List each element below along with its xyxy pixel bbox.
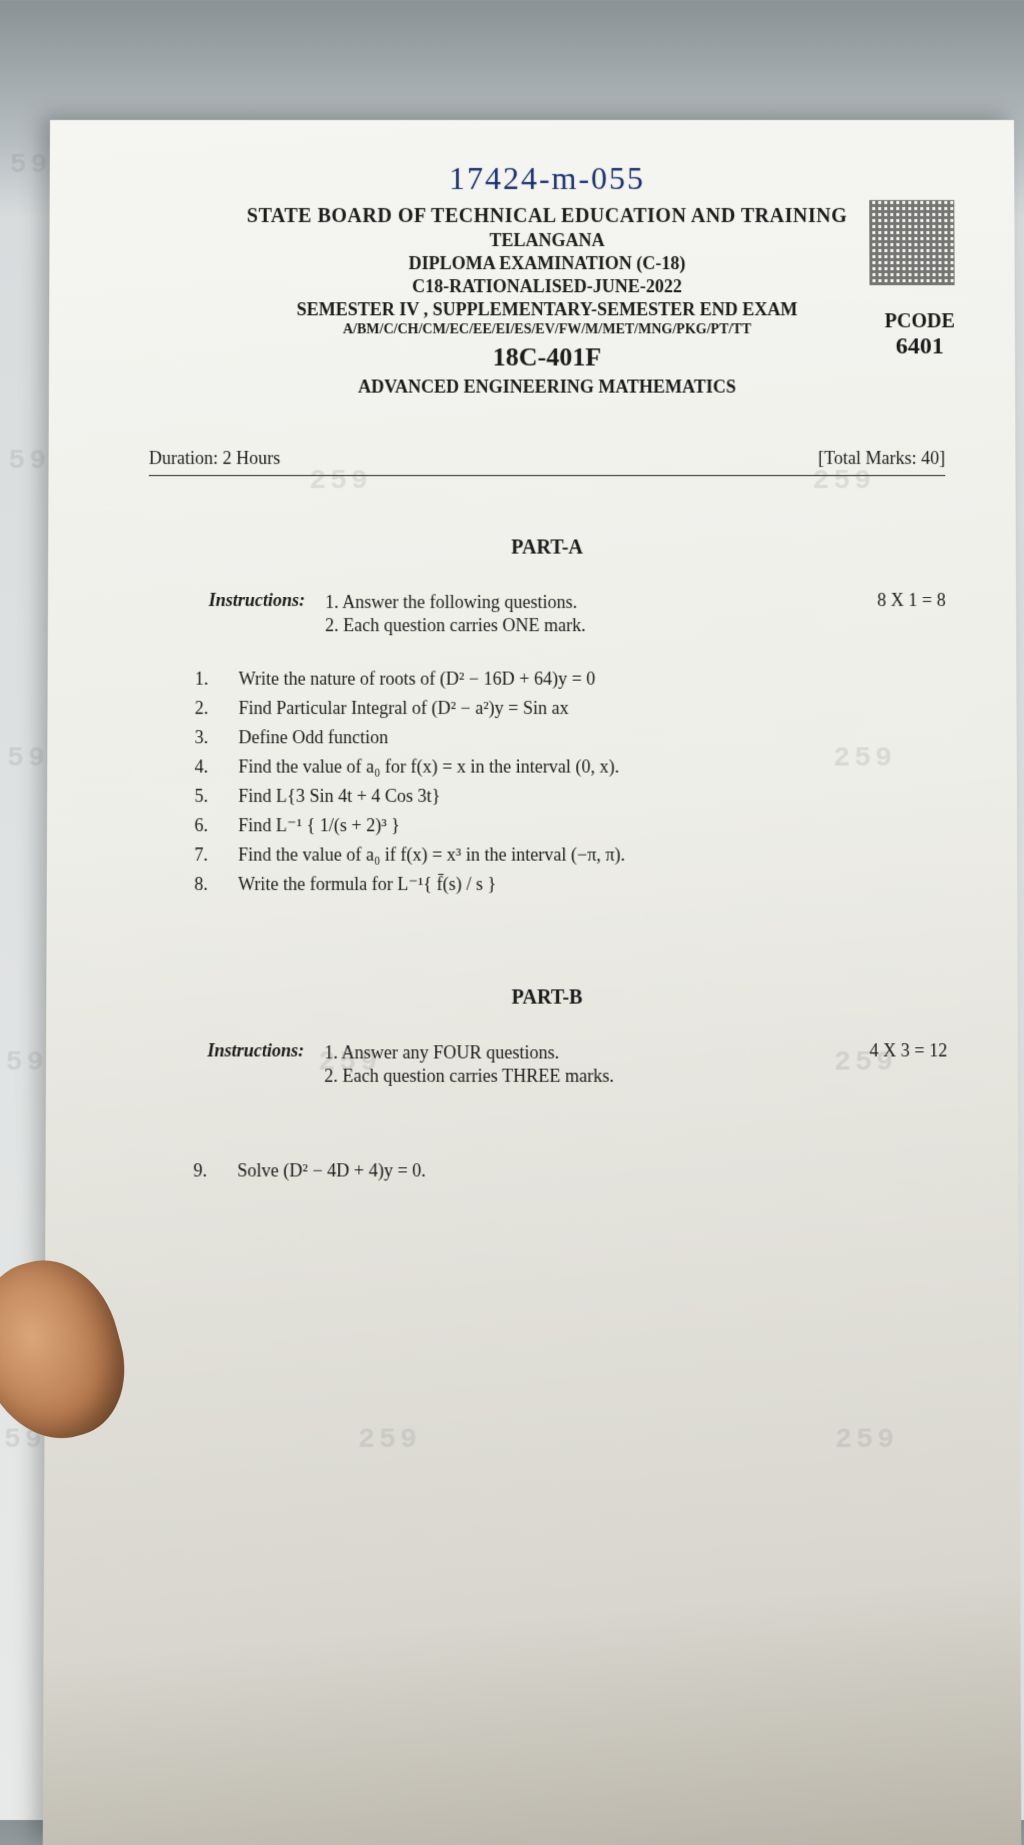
question-text: Solve (D² − 4D + 4)y = 0. xyxy=(237,1160,948,1181)
watermark: 59 xyxy=(4,1424,46,1456)
question-row: 1. Write the nature of roots of (D² − 16D… xyxy=(178,669,946,690)
question-number: 8. xyxy=(178,874,208,895)
question-text: Find L⁻¹ { 1/(s + 2)³ } xyxy=(238,815,946,836)
instruction-item: 1. Answer the following questions. xyxy=(325,592,857,613)
watermark: 59 xyxy=(7,743,49,774)
instruction-item: 1. Answer any FOUR questions. xyxy=(324,1042,849,1063)
watermark: 59 xyxy=(6,1047,48,1079)
duration-text: Duration: 2 Hours xyxy=(149,448,280,469)
question-text: Find the value of a₀ for f(x) = x in the… xyxy=(238,756,946,777)
part-b-title: PART-B xyxy=(147,986,947,1009)
watermark: 259 xyxy=(358,1424,421,1456)
instructions-label: Instructions: xyxy=(209,590,306,611)
question-row: 3. Define Odd function xyxy=(178,727,946,748)
exam-name: DIPLOMA EXAMINATION (C-18) xyxy=(149,253,944,274)
question-number: 4. xyxy=(178,756,208,777)
watermark: 59 xyxy=(10,150,52,181)
scheme-line: C18-RATIONALISED-JUNE-2022 xyxy=(149,276,944,297)
question-number: 1. xyxy=(178,669,208,690)
qr-code-icon xyxy=(869,200,954,285)
question-number: 9. xyxy=(177,1160,207,1181)
part-b-questions: 9. Solve (D² − 4D + 4)y = 0. xyxy=(177,1160,948,1181)
question-number: 3. xyxy=(178,727,208,748)
question-number: 7. xyxy=(178,844,208,865)
question-row: 4. Find the value of a₀ for f(x) = x in t… xyxy=(178,756,946,777)
question-text: Write the nature of roots of (D² − 16D +… xyxy=(239,669,947,690)
handwritten-reference: 17424-m-055 xyxy=(150,160,945,197)
semester-line: SEMESTER IV , SUPPLEMENTARY-SEMESTER END… xyxy=(149,299,944,320)
question-text: Write the formula for L⁻¹{ f̄(s) / s } xyxy=(238,874,947,895)
exam-paper: 59 17424-m-055 STATE BOARD OF TECHNICAL … xyxy=(43,120,1022,1845)
part-b-instructions: Instructions: 1. Answer any FOUR questio… xyxy=(207,1040,947,1089)
part-a-title: PART-A xyxy=(149,536,946,559)
paper-code: 18C-401F xyxy=(149,342,945,372)
question-text: Define Odd function xyxy=(238,727,946,748)
branches-line: A/BM/C/CH/CM/EC/EE/EI/ES/EV/FW/M/MET/MNG… xyxy=(149,322,945,338)
watermark: 59 xyxy=(8,446,50,477)
instruction-item: 2. Each question carries ONE mark. xyxy=(325,615,857,636)
watermark: 259 xyxy=(835,1424,898,1456)
instruction-item: 2. Each question carries THREE marks. xyxy=(324,1066,849,1087)
question-number: 2. xyxy=(178,698,208,719)
marks-scheme-b: 4 X 3 = 12 xyxy=(870,1040,948,1061)
state-name: TELANGANA xyxy=(150,230,945,251)
question-text: Find Particular Integral of (D² − a²)y =… xyxy=(238,698,946,719)
question-text: Find the value of a₀ if f(x) = x³ in the… xyxy=(238,844,947,865)
question-row: 8. Write the formula for L⁻¹{ f̄(s) / s } xyxy=(178,874,947,895)
exam-header: STATE BOARD OF TECHNICAL EDUCATION AND T… xyxy=(149,205,945,398)
question-text: Find L{3 Sin 4t + 4 Cos 3t} xyxy=(238,786,946,807)
pcode-value: 6401 xyxy=(885,333,955,360)
question-row: 2. Find Particular Integral of (D² − a²)y… xyxy=(178,698,946,719)
question-row: 6. Find L⁻¹ { 1/(s + 2)³ } xyxy=(178,815,947,836)
marks-scheme-a: 8 X 1 = 8 xyxy=(877,590,946,611)
question-row: 9. Solve (D² − 4D + 4)y = 0. xyxy=(177,1160,948,1181)
instructions-label: Instructions: xyxy=(207,1040,304,1061)
question-row: 5. Find L{3 Sin 4t + 4 Cos 3t} xyxy=(178,786,947,807)
question-number: 5. xyxy=(178,786,208,807)
pcode-block: PCODE 6401 xyxy=(885,310,955,360)
subject-name: ADVANCED ENGINEERING MATHEMATICS xyxy=(149,377,945,398)
question-number: 6. xyxy=(178,815,208,836)
meta-row: Duration: 2 Hours [Total Marks: 40] xyxy=(149,448,945,476)
question-row: 7. Find the value of a₀ if f(x) = x³ in t… xyxy=(178,844,947,865)
pcode-label: PCODE xyxy=(885,310,955,333)
total-marks-text: [Total Marks: 40] xyxy=(818,448,945,469)
part-a-instructions: Instructions: 1. Answer the following qu… xyxy=(209,590,946,638)
part-a-questions: 1. Write the nature of roots of (D² − 16D… xyxy=(178,669,947,896)
board-name: STATE BOARD OF TECHNICAL EDUCATION AND T… xyxy=(150,205,945,228)
